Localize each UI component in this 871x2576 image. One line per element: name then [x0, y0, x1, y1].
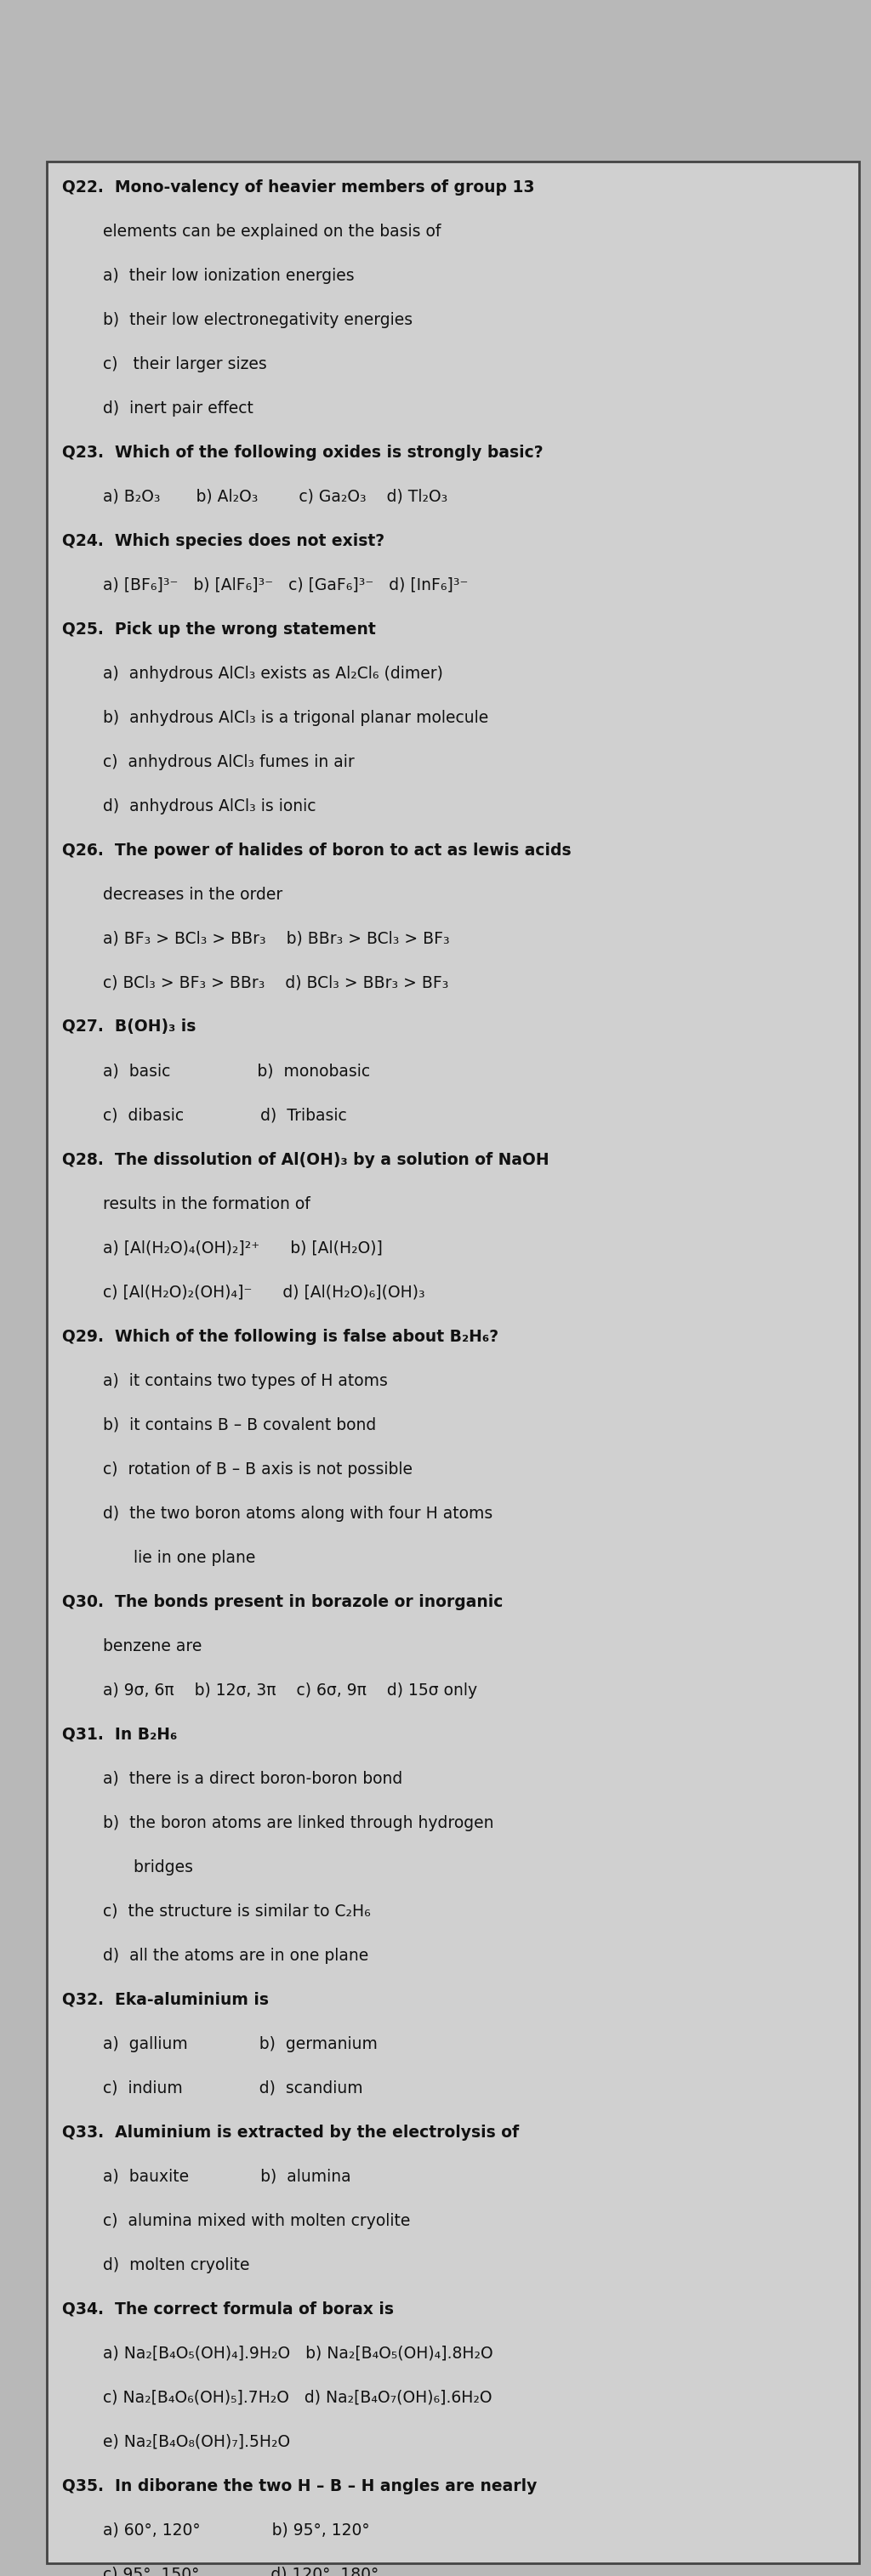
Text: lie in one plane: lie in one plane [62, 1548, 255, 1566]
Text: Q30.  The bonds present in borazole or inorganic: Q30. The bonds present in borazole or in… [62, 1595, 503, 1610]
Text: bridges: bridges [62, 1860, 193, 1875]
Text: b)  it contains B – B covalent bond: b) it contains B – B covalent bond [62, 1417, 376, 1432]
Text: b)  the boron atoms are linked through hydrogen: b) the boron atoms are linked through hy… [62, 1814, 494, 1832]
Text: c)  rotation of B – B axis is not possible: c) rotation of B – B axis is not possibl… [62, 1461, 413, 1476]
Text: c)  alumina mixed with molten cryolite: c) alumina mixed with molten cryolite [62, 2213, 410, 2228]
Text: Q33.  Aluminium is extracted by the electrolysis of: Q33. Aluminium is extracted by the elect… [62, 2125, 519, 2141]
Text: e) Na₂[B₄O₈(OH)₇].5H₂O: e) Na₂[B₄O₈(OH)₇].5H₂O [62, 2434, 290, 2450]
Text: Q29.  Which of the following is false about B₂H₆?: Q29. Which of the following is false abo… [62, 1329, 498, 1345]
Text: d)  inert pair effect: d) inert pair effect [62, 399, 253, 417]
Text: Q28.  The dissolution of Al(OH)₃ by a solution of NaOH: Q28. The dissolution of Al(OH)₃ by a sol… [62, 1151, 549, 1167]
Text: a)  it contains two types of H atoms: a) it contains two types of H atoms [62, 1373, 388, 1388]
Text: a) 60°, 120°              b) 95°, 120°: a) 60°, 120° b) 95°, 120° [62, 2522, 369, 2537]
Text: d)  the two boron atoms along with four H atoms: d) the two boron atoms along with four H… [62, 1504, 493, 1522]
Text: Q22.  Mono-valency of heavier members of group 13: Q22. Mono-valency of heavier members of … [62, 178, 535, 196]
Text: a) Na₂[B₄O₅(OH)₄].9H₂O   b) Na₂[B₄O₅(OH)₄].8H₂O: a) Na₂[B₄O₅(OH)₄].9H₂O b) Na₂[B₄O₅(OH)₄]… [62, 2344, 493, 2362]
Text: Q23.  Which of the following oxides is strongly basic?: Q23. Which of the following oxides is st… [62, 443, 544, 461]
Text: c) [Al(H₂O)₂(OH)₄]⁻      d) [Al(H₂O)₆](OH)₃: c) [Al(H₂O)₂(OH)₄]⁻ d) [Al(H₂O)₆](OH)₃ [62, 1285, 425, 1301]
Text: a)  there is a direct boron-boron bond: a) there is a direct boron-boron bond [62, 1770, 402, 1788]
Text: Q35.  In diborane the two H – B – H angles are nearly: Q35. In diborane the two H – B – H angle… [62, 2478, 537, 2494]
Text: benzene are: benzene are [62, 1638, 202, 1654]
Text: c) Na₂[B₄O₆(OH)₅].7H₂O   d) Na₂[B₄O₇(OH)₆].6H₂O: c) Na₂[B₄O₆(OH)₅].7H₂O d) Na₂[B₄O₇(OH)₆]… [62, 2391, 492, 2406]
Text: Q32.  Eka-aluminium is: Q32. Eka-aluminium is [62, 1991, 269, 2007]
Text: Q27.  B(OH)₃ is: Q27. B(OH)₃ is [62, 1020, 196, 1036]
Text: decreases in the order: decreases in the order [62, 886, 282, 902]
Text: a) BF₃ > BCl₃ > BBr₃    b) BBr₃ > BCl₃ > BF₃: a) BF₃ > BCl₃ > BBr₃ b) BBr₃ > BCl₃ > BF… [62, 930, 449, 945]
Text: Q25.  Pick up the wrong statement: Q25. Pick up the wrong statement [62, 621, 375, 636]
Text: Q34.  The correct formula of borax is: Q34. The correct formula of borax is [62, 2300, 394, 2318]
Text: c) BCl₃ > BF₃ > BBr₃    d) BCl₃ > BBr₃ > BF₃: c) BCl₃ > BF₃ > BBr₃ d) BCl₃ > BBr₃ > BF… [62, 974, 449, 992]
Text: b)  their low electronegativity energies: b) their low electronegativity energies [62, 312, 413, 327]
Text: c)  the structure is similar to C₂H₆: c) the structure is similar to C₂H₆ [62, 1904, 371, 1919]
Text: a)  their low ionization energies: a) their low ionization energies [62, 268, 354, 283]
Text: a)  gallium              b)  germanium: a) gallium b) germanium [62, 2035, 377, 2053]
Text: a) B₂O₃       b) Al₂O₃        c) Ga₂O₃    d) Tl₂O₃: a) B₂O₃ b) Al₂O₃ c) Ga₂O₃ d) Tl₂O₃ [62, 489, 448, 505]
Text: d)  anhydrous AlCl₃ is ionic: d) anhydrous AlCl₃ is ionic [62, 799, 316, 814]
Text: a)  basic                 b)  monobasic: a) basic b) monobasic [62, 1064, 370, 1079]
Text: d)  all the atoms are in one plane: d) all the atoms are in one plane [62, 1947, 368, 1963]
Text: Q26.  The power of halides of boron to act as lewis acids: Q26. The power of halides of boron to ac… [62, 842, 571, 858]
Text: d)  molten cryolite: d) molten cryolite [62, 2257, 250, 2272]
Text: c)  indium               d)  scandium: c) indium d) scandium [62, 2079, 363, 2097]
Text: a) [Al(H₂O)₄(OH)₂]²⁺      b) [Al(H₂O)]: a) [Al(H₂O)₄(OH)₂]²⁺ b) [Al(H₂O)] [62, 1239, 382, 1257]
Text: Q31.  In B₂H₆: Q31. In B₂H₆ [62, 1726, 177, 1741]
Text: a)  bauxite              b)  alumina: a) bauxite b) alumina [62, 2169, 351, 2184]
Text: a)  anhydrous AlCl₃ exists as Al₂Cl₆ (dimer): a) anhydrous AlCl₃ exists as Al₂Cl₆ (dim… [62, 665, 443, 683]
Text: a) [BF₆]³⁻   b) [AlF₆]³⁻   c) [GaF₆]³⁻   d) [InF₆]³⁻: a) [BF₆]³⁻ b) [AlF₆]³⁻ c) [GaF₆]³⁻ d) [I… [62, 577, 468, 592]
Text: c)  anhydrous AlCl₃ fumes in air: c) anhydrous AlCl₃ fumes in air [62, 755, 354, 770]
Text: elements can be explained on the basis of: elements can be explained on the basis o… [62, 224, 441, 240]
Text: c)   their larger sizes: c) their larger sizes [62, 355, 267, 371]
Text: a) 9σ, 6π    b) 12σ, 3π    c) 6σ, 9π    d) 15σ only: a) 9σ, 6π b) 12σ, 3π c) 6σ, 9π d) 15σ on… [62, 1682, 477, 1698]
Text: Q24.  Which species does not exist?: Q24. Which species does not exist? [62, 533, 385, 549]
Text: c)  dibasic               d)  Tribasic: c) dibasic d) Tribasic [62, 1108, 347, 1123]
Text: b)  anhydrous AlCl₃ is a trigonal planar molecule: b) anhydrous AlCl₃ is a trigonal planar … [62, 708, 489, 726]
FancyBboxPatch shape [47, 162, 859, 2563]
Text: results in the formation of: results in the formation of [62, 1195, 310, 1211]
Text: c) 95°, 150°              d) 120°, 180°: c) 95°, 150° d) 120°, 180° [62, 2566, 379, 2576]
